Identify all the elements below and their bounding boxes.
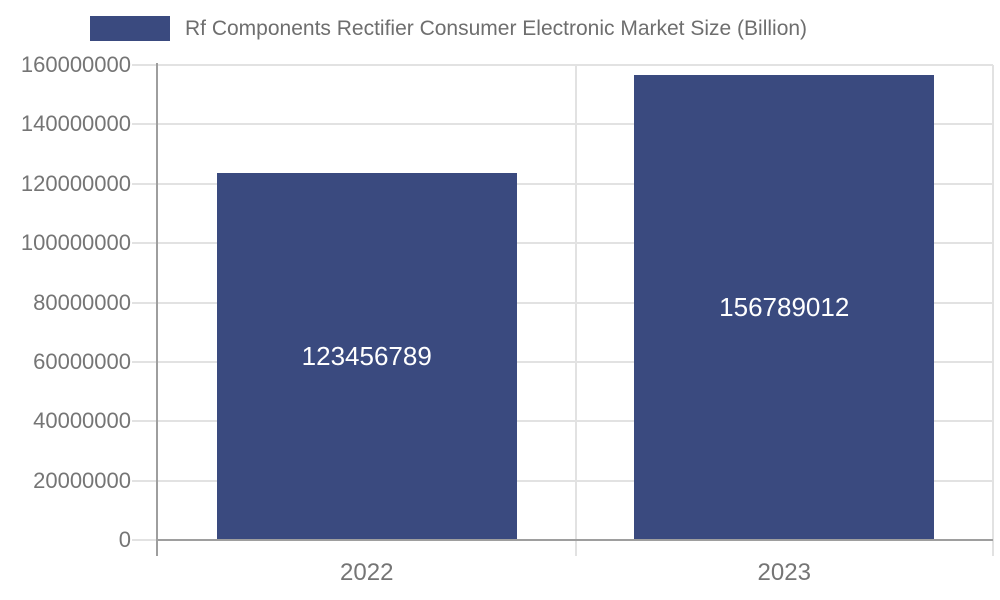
y-gridline — [132, 420, 993, 423]
legend-swatch — [90, 16, 170, 41]
y-tick-label: 40000000 — [33, 408, 131, 434]
y-gridline — [132, 182, 993, 185]
bar-2022: 123456789 — [216, 173, 517, 540]
y-gridline — [132, 479, 993, 482]
y-tick-label: 0 — [118, 527, 131, 552]
bar-2023: 156789012 — [634, 74, 935, 540]
y-tick-label: 20000000 — [33, 467, 131, 493]
y-tick-label: 160000000 — [20, 52, 131, 77]
y-tick-label: 140000000 — [20, 111, 131, 137]
y-gridline — [132, 123, 993, 126]
legend: Rf Components Rectifier Consumer Electro… — [90, 14, 807, 43]
y-tick-label: 80000000 — [33, 289, 131, 315]
y-gridline — [132, 301, 993, 304]
x-tick-label: 2022 — [340, 559, 394, 586]
category-boundary-line — [574, 65, 577, 556]
y-tick-label: 120000000 — [20, 170, 131, 196]
bar-value-label: 156789012 — [719, 291, 850, 322]
y-gridline — [132, 242, 993, 245]
y-gridline — [132, 360, 993, 363]
y-axis-line — [156, 63, 158, 556]
y-tick-label: 100000000 — [20, 230, 131, 256]
x-tick-label: 2023 — [757, 559, 811, 586]
bar-value-label: 123456789 — [301, 341, 432, 372]
chart-title: Rf Components Rectifier Consumer Electro… — [185, 16, 808, 40]
y-gridline — [132, 64, 993, 66]
category-boundary-line — [992, 65, 994, 556]
x-axis-line — [156, 539, 993, 541]
y-tick-label: 60000000 — [33, 348, 131, 374]
